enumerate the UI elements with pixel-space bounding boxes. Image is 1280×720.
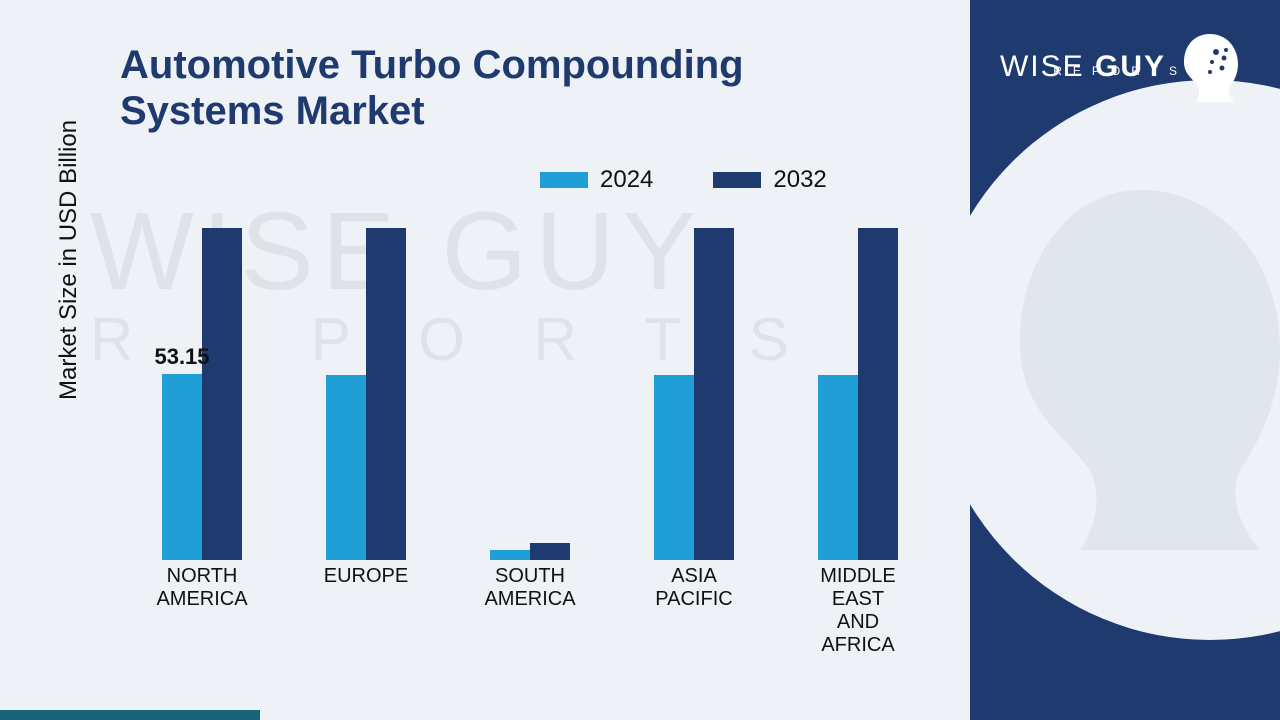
bar — [654, 375, 694, 561]
brand-sub: REPORTS — [1053, 64, 1188, 78]
bar-group — [120, 228, 284, 561]
bar-group — [612, 228, 776, 561]
x-axis-category: MIDDLEEASTANDAFRICA — [776, 565, 940, 657]
legend-swatch-2024 — [540, 172, 588, 188]
legend-label-2024: 2024 — [600, 166, 653, 194]
bottom-accent-bar — [0, 710, 260, 720]
bar — [326, 375, 366, 561]
legend-label-2032: 2032 — [773, 166, 826, 194]
bar — [490, 550, 530, 561]
bar-group — [776, 228, 940, 561]
legend: 2024 2032 — [540, 166, 827, 194]
bar-group — [284, 228, 448, 561]
bar — [858, 228, 898, 561]
x-axis-labels: NORTHAMERICAEUROPESOUTHAMERICAASIAPACIFI… — [120, 565, 940, 685]
bar — [694, 228, 734, 561]
bar — [162, 374, 202, 560]
legend-swatch-2032 — [713, 172, 761, 188]
chart-title: Automotive Turbo Compounding Systems Mar… — [120, 42, 840, 134]
report-canvas: WISE GUY R E P O R T S Automotive Turbo … — [0, 0, 1280, 720]
bar-chart: 53.15 — [120, 210, 940, 560]
x-axis-category: NORTHAMERICA — [120, 565, 284, 611]
plot-area: 53.15 — [120, 210, 940, 560]
x-axis-category: EUROPE — [284, 565, 448, 588]
bar — [530, 543, 570, 561]
bar — [366, 228, 406, 561]
x-axis-category: ASIAPACIFIC — [612, 565, 776, 611]
head-silhouette-watermark — [960, 170, 1280, 570]
legend-item-2024: 2024 — [540, 166, 653, 194]
bar-value-label: 53.15 — [154, 344, 209, 370]
bar — [818, 375, 858, 561]
bar — [202, 228, 242, 561]
y-axis-label: Market Size in USD Billion — [55, 120, 83, 400]
legend-item-2032: 2032 — [713, 166, 826, 194]
bar-group — [448, 543, 612, 561]
x-axis-category: SOUTHAMERICA — [448, 565, 612, 611]
